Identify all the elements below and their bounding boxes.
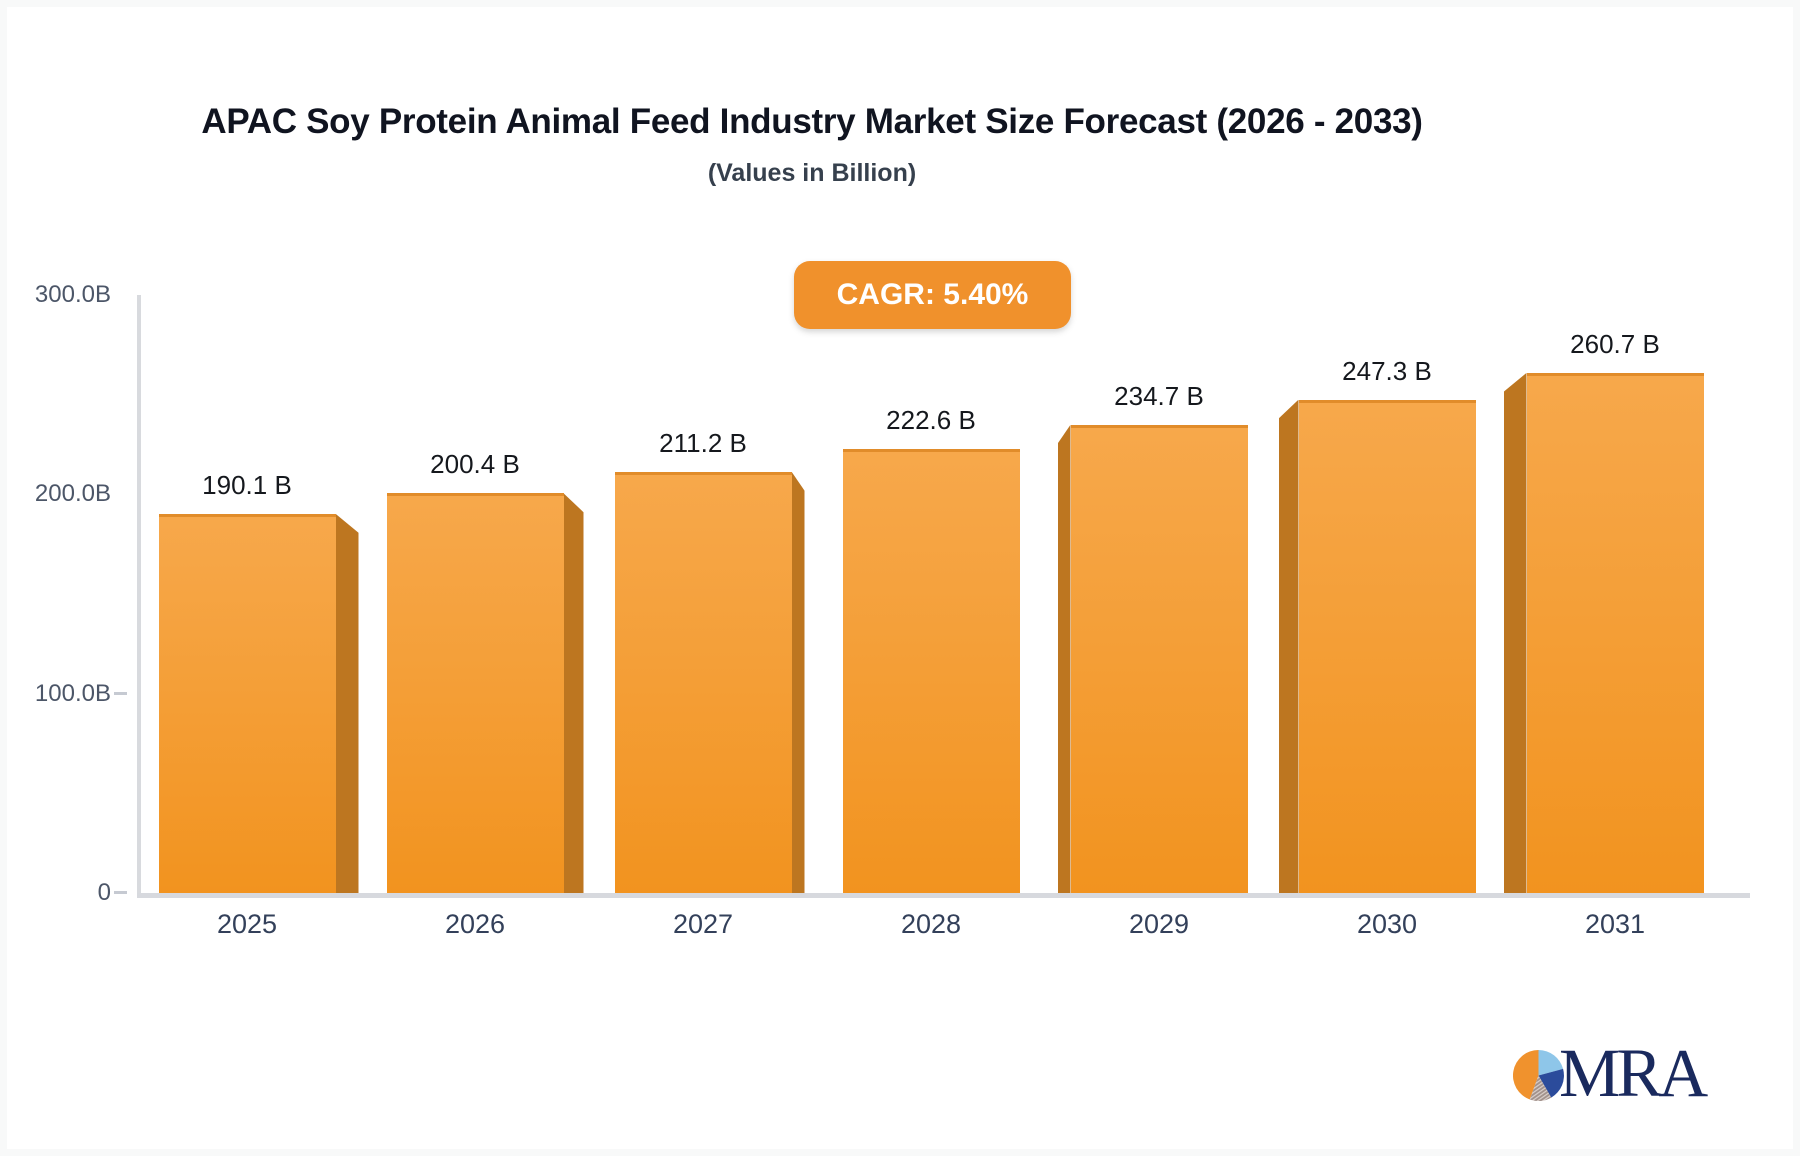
bar-3d-side-2030 <box>1278 399 1299 893</box>
mra-logo-text: MRA <box>1559 1035 1708 1111</box>
bar-value-label-2027: 211.2 B <box>659 427 747 458</box>
y-axis-label: 300.0B <box>34 280 111 308</box>
y-axis-tick <box>114 891 127 894</box>
x-axis-label-2030: 2030 <box>1356 909 1418 939</box>
x-axis-label-2026: 2026 <box>444 909 506 939</box>
bar-value-label-2029: 234.7 B <box>1114 380 1204 411</box>
bar-value-label-2028: 222.6 B <box>886 404 976 435</box>
bar-value-label-2026: 200.4 B <box>430 449 520 480</box>
chart-subtitle: (Values in Billion) <box>707 159 917 187</box>
x-axis-label-2025: 2025 <box>216 909 278 939</box>
bar-2026 <box>386 493 564 893</box>
y-axis-label: 0 <box>97 879 111 906</box>
bar-3d-side-2025 <box>335 513 359 893</box>
y-axis-label: 100.0B <box>34 679 111 707</box>
bar-2031 <box>1526 372 1704 893</box>
bar-2025 <box>158 513 336 893</box>
y-axis-line <box>137 295 141 895</box>
y-axis-tick <box>114 691 127 695</box>
bar-2029 <box>1070 424 1248 893</box>
x-axis-baseline <box>137 893 1750 898</box>
cagr-badge: CAGR: 5.40% <box>794 261 1071 329</box>
x-axis-label-2028: 2028 <box>900 909 962 939</box>
bar-value-label-2025: 190.1 B <box>202 469 292 500</box>
y-axis-label: 200.0B <box>34 480 111 507</box>
bar-3d-side-2029 <box>1057 424 1071 893</box>
bar-value-label-2031: 260.7 B <box>1570 328 1660 359</box>
x-axis-label-2031: 2031 <box>1584 909 1646 939</box>
bar-2027 <box>614 471 792 893</box>
bar-3d-side-2026 <box>563 493 584 893</box>
bar-2028 <box>842 448 1020 893</box>
bar-3d-side-2027 <box>791 471 805 893</box>
bar-value-label-2030: 247.3 B <box>1342 355 1432 386</box>
mra-logo: MRA <box>1513 1033 1753 1113</box>
x-axis-label-2029: 2029 <box>1128 909 1190 939</box>
x-axis-label-2027: 2027 <box>672 909 734 939</box>
chart-title: APAC Soy Protein Animal Feed Industry Ma… <box>201 102 1423 141</box>
mra-logo-pie-icon <box>1513 1050 1564 1101</box>
bar-2030 <box>1298 399 1476 893</box>
bar-3d-side-2031 <box>1503 372 1527 893</box>
